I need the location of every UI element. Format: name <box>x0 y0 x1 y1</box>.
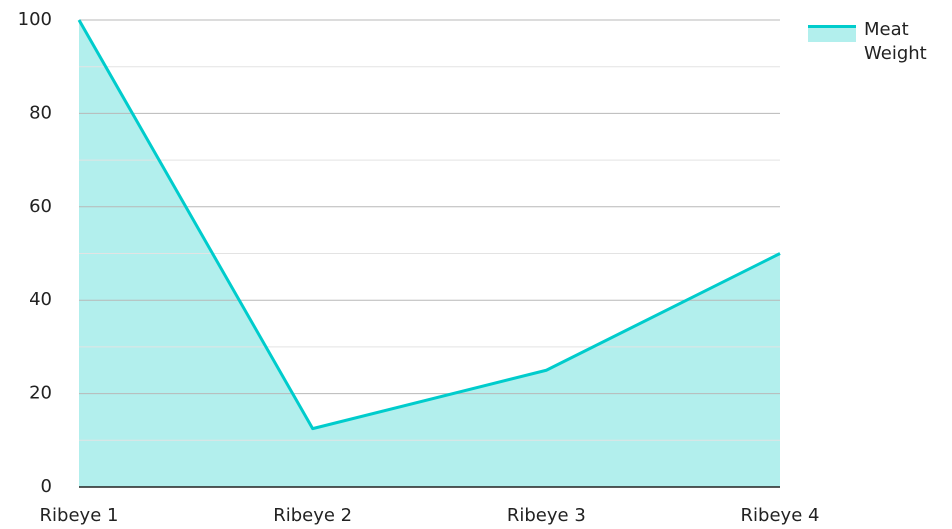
x-tick-label: Ribeye 3 <box>507 505 586 526</box>
y-tick-label: 20 <box>29 383 52 404</box>
y-tick-label: 40 <box>29 289 52 310</box>
area-line <box>77 19 781 431</box>
legend: Meat Weight <box>808 18 948 66</box>
area-fill <box>79 20 780 487</box>
x-tick-label: Ribeye 2 <box>273 505 352 526</box>
y-tick-label: 60 <box>29 196 52 217</box>
y-tick-label: 0 <box>41 476 52 497</box>
y-tick-label: 100 <box>18 9 52 30</box>
legend-label: Meat Weight <box>864 19 927 64</box>
x-tick-label: Ribeye 4 <box>741 505 820 526</box>
y-tick-label: 80 <box>29 102 52 123</box>
legend-swatch <box>808 25 856 42</box>
x-tick-label: Ribeye 1 <box>40 505 119 526</box>
